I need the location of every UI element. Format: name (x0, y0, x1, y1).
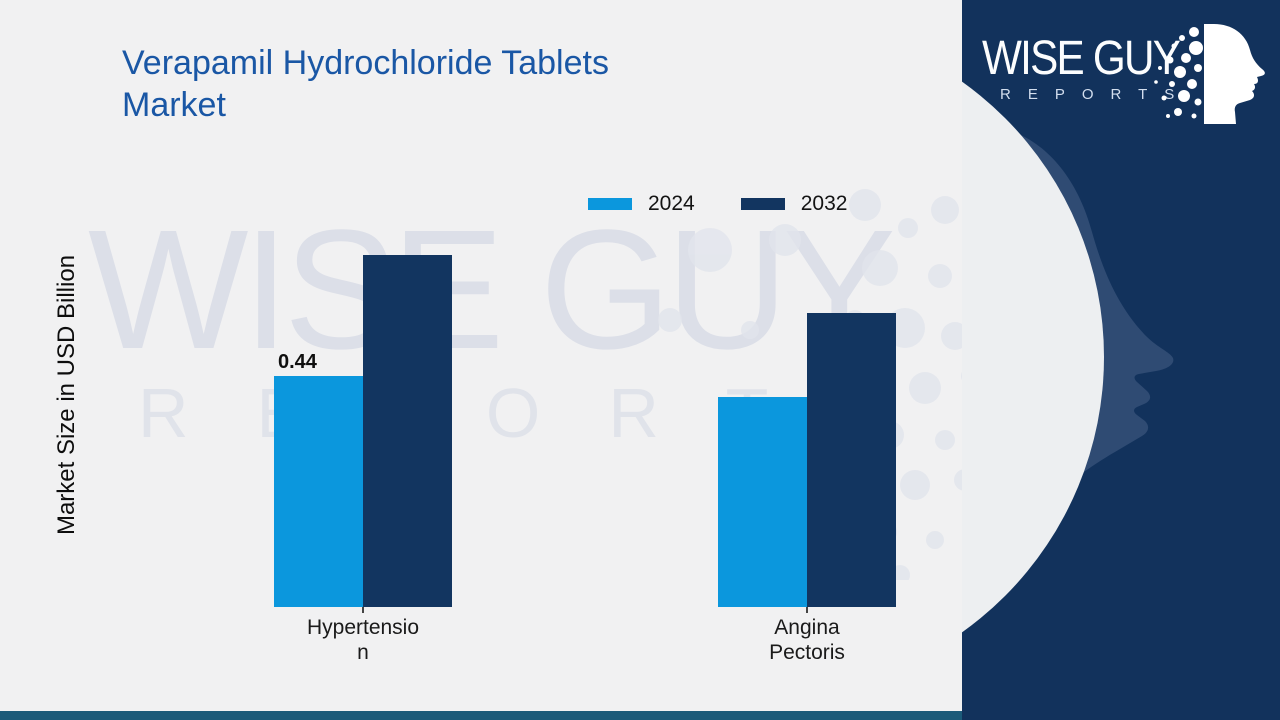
bar-hypertension-2024 (274, 376, 363, 607)
brand-panel: WISE GUY REPORTS (962, 0, 1280, 720)
bottom-stripe (0, 711, 1280, 720)
legend-label-2024: 2024 (648, 192, 695, 215)
legend-swatch-2024 (588, 198, 632, 210)
x-axis-tick-angina-pectoris (806, 607, 808, 613)
bar-angina-pectoris-2024 (718, 397, 807, 607)
category-label-hypertension: Hypertensio n (306, 616, 420, 664)
category-label-angina-pectoris: Angina Pectoris (769, 616, 845, 664)
page-title: Verapamil Hydrochloride Tablets Market (122, 42, 609, 126)
page-title-line1: Verapamil Hydrochloride Tablets (122, 44, 609, 82)
legend-swatch-2032 (740, 198, 785, 210)
chart-legend: 2024 2032 (588, 192, 847, 216)
brand-logo-text: WISE GUY (982, 32, 1181, 85)
legend-label-2032: 2032 (800, 192, 848, 215)
y-axis-label: Market Size in USD Billion (53, 254, 80, 536)
data-label-hypertension-2024: 0.44 (278, 351, 317, 373)
face-profile-icon (1154, 24, 1265, 124)
page-title-line2: Market (122, 86, 226, 124)
bar-hypertension-2032 (363, 255, 452, 607)
bar-angina-pectoris-2032 (807, 313, 896, 607)
legend-item-2024: 2024 (588, 192, 695, 216)
brand-logo-subtext: REPORTS (1000, 86, 1192, 103)
watermark-brand-text: WISE GUY (88, 195, 896, 385)
legend-item-2032: 2032 (740, 192, 848, 216)
x-axis-tick-hypertension (362, 607, 364, 613)
